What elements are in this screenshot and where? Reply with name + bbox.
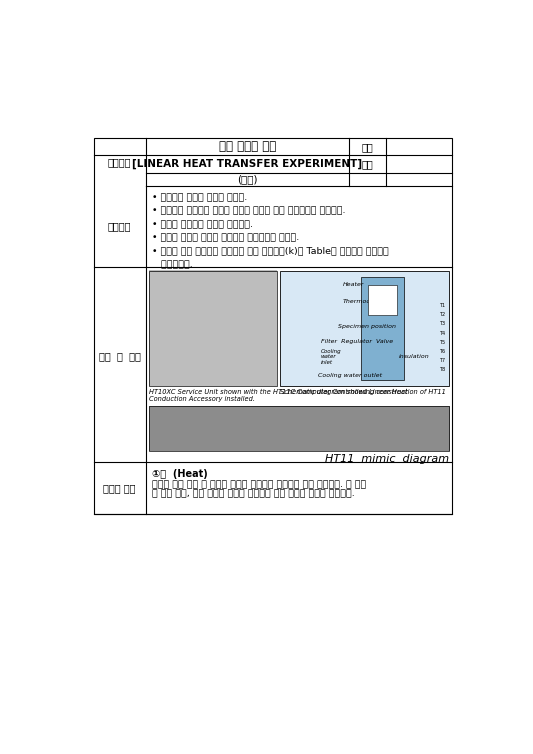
Text: 온도가 서로 다른 두 물체가 접하면 고온에서 저온으로 열이 이동한다. 상 변화: 온도가 서로 다른 두 물체가 접하면 고온에서 저온으로 열이 이동한다. 상… [152, 480, 366, 489]
Text: T5: T5 [439, 340, 445, 345]
Text: T7: T7 [439, 358, 445, 363]
Text: 학번: 학번 [361, 159, 373, 169]
Text: Specimen position: Specimen position [338, 323, 396, 329]
Text: (예비): (예비) [237, 174, 257, 185]
Text: [LINEAR HEAT TRANSFER EXPERIMENT]: [LINEAR HEAT TRANSFER EXPERIMENT] [132, 159, 362, 169]
Text: Schematic diagram showing construction of HT11: Schematic diagram showing construction o… [280, 389, 446, 395]
Text: 가 없는 경우, 차른 물체의 온도는 증가하고 고온 물체의 온도는 감소한다.: 가 없는 경우, 차른 물체의 온도는 증가하고 고온 물체의 온도는 감소한다… [152, 489, 354, 498]
Text: • 단일바와 복합바를 이용한 열전도 실험을 통해 열전도율을 구해본다.: • 단일바와 복합바를 이용한 열전도 실험을 통해 열전도율을 구해본다. [152, 207, 345, 216]
Bar [368, 284, 397, 315]
Bar [280, 271, 449, 386]
Text: Cooling
water
inlet: Cooling water inlet [321, 348, 342, 365]
Text: insulation: insulation [399, 354, 430, 360]
Text: 이론적 배경: 이론적 배경 [103, 483, 136, 493]
Text: HT10XC Service Unit shown with the HT11C Computer Controlled Linear Heat: HT10XC Service Unit shown with the HT11C… [149, 389, 407, 395]
Text: 실험목적: 실험목적 [108, 222, 132, 231]
Text: 신형 열전도 실험: 신형 열전도 실험 [219, 140, 276, 153]
Text: Conduction Accessory installed.: Conduction Accessory installed. [149, 396, 255, 403]
Text: ①열  (Heat): ①열 (Heat) [152, 469, 208, 480]
Text: T3: T3 [439, 321, 445, 326]
Text: HT11  mimic  diagram: HT11 mimic diagram [325, 454, 449, 464]
Text: T2: T2 [439, 312, 445, 317]
Bar [149, 271, 277, 386]
Text: Heater: Heater [343, 282, 365, 287]
Text: 이름: 이름 [361, 142, 373, 152]
Text: Cooling water outlet: Cooling water outlet [318, 373, 382, 378]
Text: T6: T6 [439, 349, 445, 354]
Text: 비교해본다.: 비교해본다. [152, 260, 192, 269]
Text: • 열전도의 원리와 이론을 익힌다.: • 열전도의 원리와 이론을 익힌다. [152, 193, 247, 202]
Text: • 퓨리에 식을 이해하고 실험에서 구한 열전도율(k)과 Table에 나와있는 이론값과: • 퓨리에 식을 이해하고 실험에서 구한 열전도율(k)과 Table에 나와… [152, 247, 389, 256]
Text: T1: T1 [439, 303, 445, 308]
Text: Filter  Regulator  Valve: Filter Regulator Valve [321, 339, 393, 344]
Text: T4: T4 [439, 330, 445, 336]
Text: Thermocouples: Thermocouples [343, 299, 392, 304]
Text: 기기  및  초자: 기기 및 초자 [99, 351, 141, 361]
Text: • 실험을 통하여 열전도 측정기의 조작방법을 익힌다.: • 실험을 통하여 열전도 측정기의 조작방법을 익힌다. [152, 233, 299, 242]
Text: • 열전도 측정기의 원리를 이해한다.: • 열전도 측정기의 원리를 이해한다. [152, 220, 253, 229]
Bar [361, 277, 403, 380]
Bar [94, 138, 452, 514]
Bar [149, 406, 449, 451]
Text: 실험제목: 실험제목 [108, 157, 132, 167]
Text: T8: T8 [439, 367, 445, 372]
